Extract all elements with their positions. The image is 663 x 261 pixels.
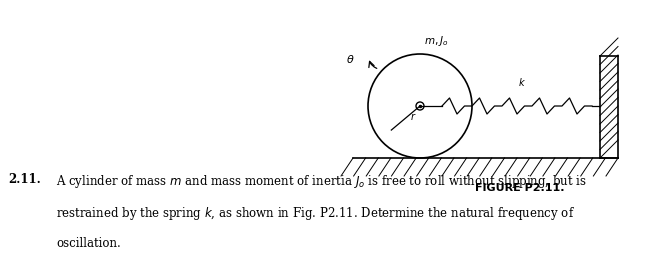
Text: $r$: $r$ (410, 110, 416, 122)
Text: $\theta$: $\theta$ (345, 53, 354, 65)
Text: oscillation.: oscillation. (56, 237, 121, 250)
Circle shape (416, 102, 424, 110)
Text: $m, J_o$: $m, J_o$ (424, 34, 449, 48)
Text: restrained by the spring $k$, as shown in Fig. P2.11. Determine the natural freq: restrained by the spring $k$, as shown i… (56, 205, 575, 222)
Text: 2.11.: 2.11. (8, 173, 40, 186)
Text: FIGURE P2.11.: FIGURE P2.11. (475, 183, 565, 193)
Text: $k$: $k$ (518, 76, 526, 88)
Text: A cylinder of mass $m$ and mass moment of inertia $J_o$ is free to roll without : A cylinder of mass $m$ and mass moment o… (56, 173, 587, 190)
